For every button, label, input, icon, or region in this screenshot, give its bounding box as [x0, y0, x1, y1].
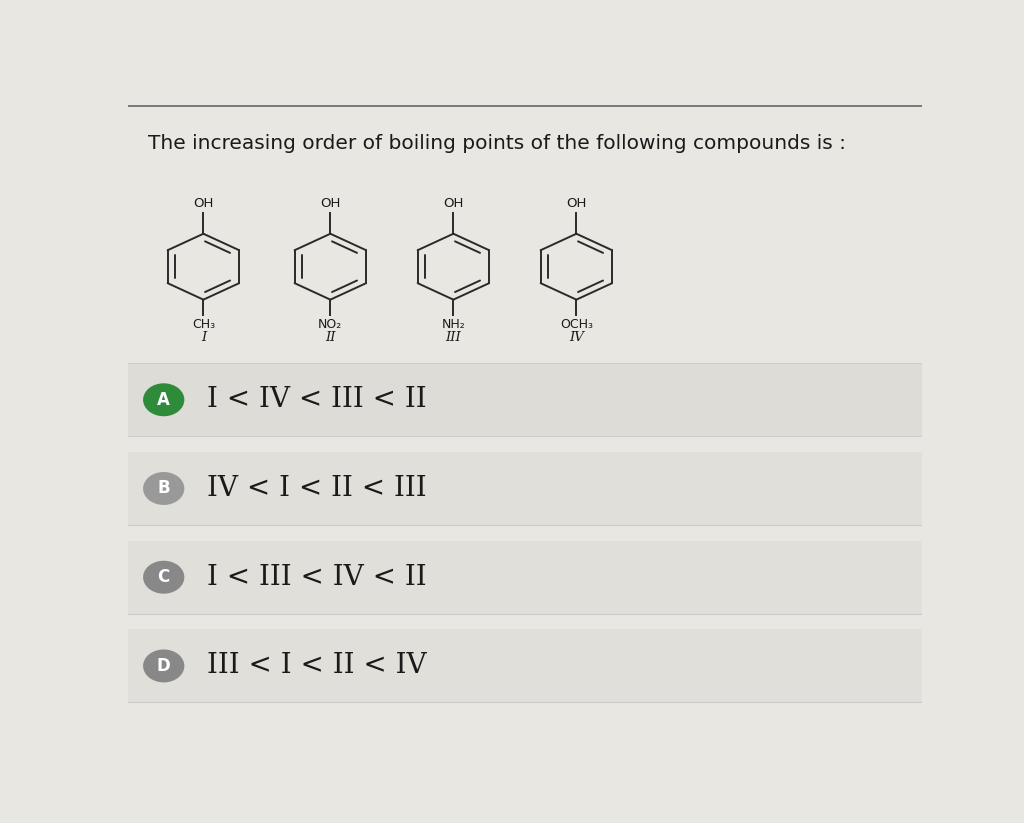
- Text: CH₃: CH₃: [191, 318, 215, 331]
- Circle shape: [143, 384, 184, 416]
- Text: I < III < IV < II: I < III < IV < II: [207, 564, 427, 591]
- Text: IV < I < II < III: IV < I < II < III: [207, 475, 427, 502]
- FancyBboxPatch shape: [128, 630, 922, 702]
- Text: III: III: [445, 332, 461, 344]
- Text: C: C: [158, 568, 170, 586]
- Text: I < IV < III < II: I < IV < III < II: [207, 386, 427, 413]
- Text: OH: OH: [321, 198, 341, 211]
- Text: A: A: [158, 391, 170, 409]
- Circle shape: [143, 472, 184, 505]
- Text: III < I < II < IV: III < I < II < IV: [207, 653, 427, 680]
- Text: OH: OH: [566, 198, 587, 211]
- Circle shape: [143, 649, 184, 682]
- FancyBboxPatch shape: [128, 363, 922, 436]
- FancyBboxPatch shape: [128, 452, 922, 525]
- Text: IV: IV: [569, 332, 584, 344]
- Text: II: II: [325, 332, 336, 344]
- Text: The increasing order of boiling points of the following compounds is :: The increasing order of boiling points o…: [147, 133, 846, 152]
- FancyBboxPatch shape: [128, 541, 922, 614]
- Text: B: B: [158, 480, 170, 497]
- Text: OH: OH: [443, 198, 464, 211]
- Circle shape: [143, 560, 184, 593]
- Text: D: D: [157, 657, 171, 675]
- Text: OH: OH: [194, 198, 214, 211]
- Text: I: I: [201, 332, 206, 344]
- Text: NH₂: NH₂: [441, 318, 465, 331]
- Text: NO₂: NO₂: [318, 318, 342, 331]
- Text: OCH₃: OCH₃: [560, 318, 593, 331]
